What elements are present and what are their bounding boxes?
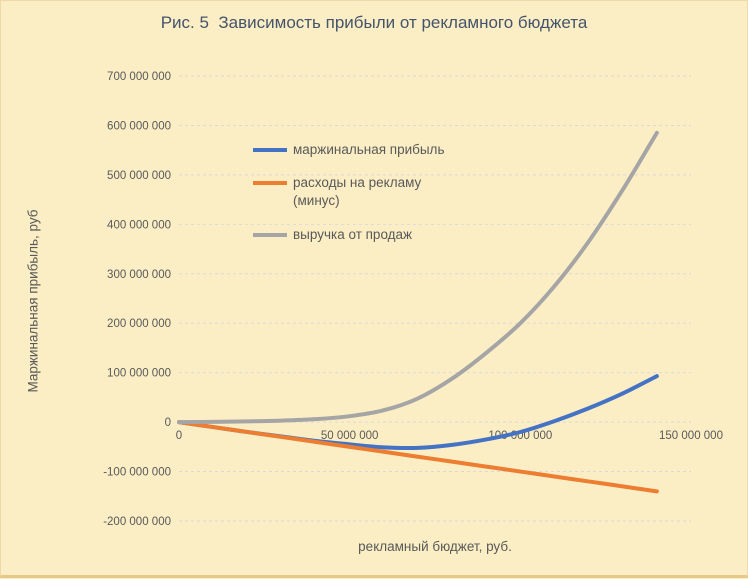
y-tick-label: 0 (165, 417, 171, 429)
y-tick-label: 500 000 000 (107, 170, 171, 182)
series-ad-spend-line (177, 420, 659, 494)
y-tick-label: 400 000 000 (107, 219, 171, 231)
legend-item-margin-profit: маржинальная прибыль (253, 141, 453, 159)
legend-label: маржинальная прибыль (293, 142, 445, 157)
y-tick-label: 100 000 000 (107, 368, 171, 380)
x-tick-label: 100 000 000 (488, 430, 552, 442)
y-tick-label: -100 000 000 (103, 467, 171, 479)
legend-swatch-margin-profit (253, 148, 287, 152)
y-tick-label: -200 000 000 (103, 516, 171, 528)
y-tick-label: 300 000 000 (107, 269, 171, 281)
y-tick-label: 200 000 000 (107, 318, 171, 330)
y-tick-label: 700 000 000 (107, 71, 171, 83)
legend-swatch-revenue (253, 232, 287, 237)
legend-item-revenue: выручка от продаж (253, 226, 453, 244)
series-margin-profit-line (177, 374, 659, 450)
x-tick-label: 0 (176, 430, 182, 442)
x-tick-label: 50 000 000 (321, 430, 379, 442)
chart-title: Рис. 5 Зависимость прибыли от рекламного… (160, 13, 588, 32)
legend-item-ad-spend: расходы на рекламу (минус) (253, 174, 453, 210)
legend: маржинальная прибыль расходы на рекламу (… (253, 141, 453, 244)
legend-swatch-ad-spend (253, 181, 287, 186)
x-axis-title: рекламный бюджет, руб. (358, 539, 512, 554)
x-tick-label: 150 000 000 (659, 430, 723, 442)
legend-label: выручка от продаж (293, 226, 413, 242)
legend-label: расходы на рекламу (минус) (293, 175, 422, 209)
y-tick-label: 600 000 000 (107, 120, 171, 132)
series-revenue-line (177, 130, 659, 425)
